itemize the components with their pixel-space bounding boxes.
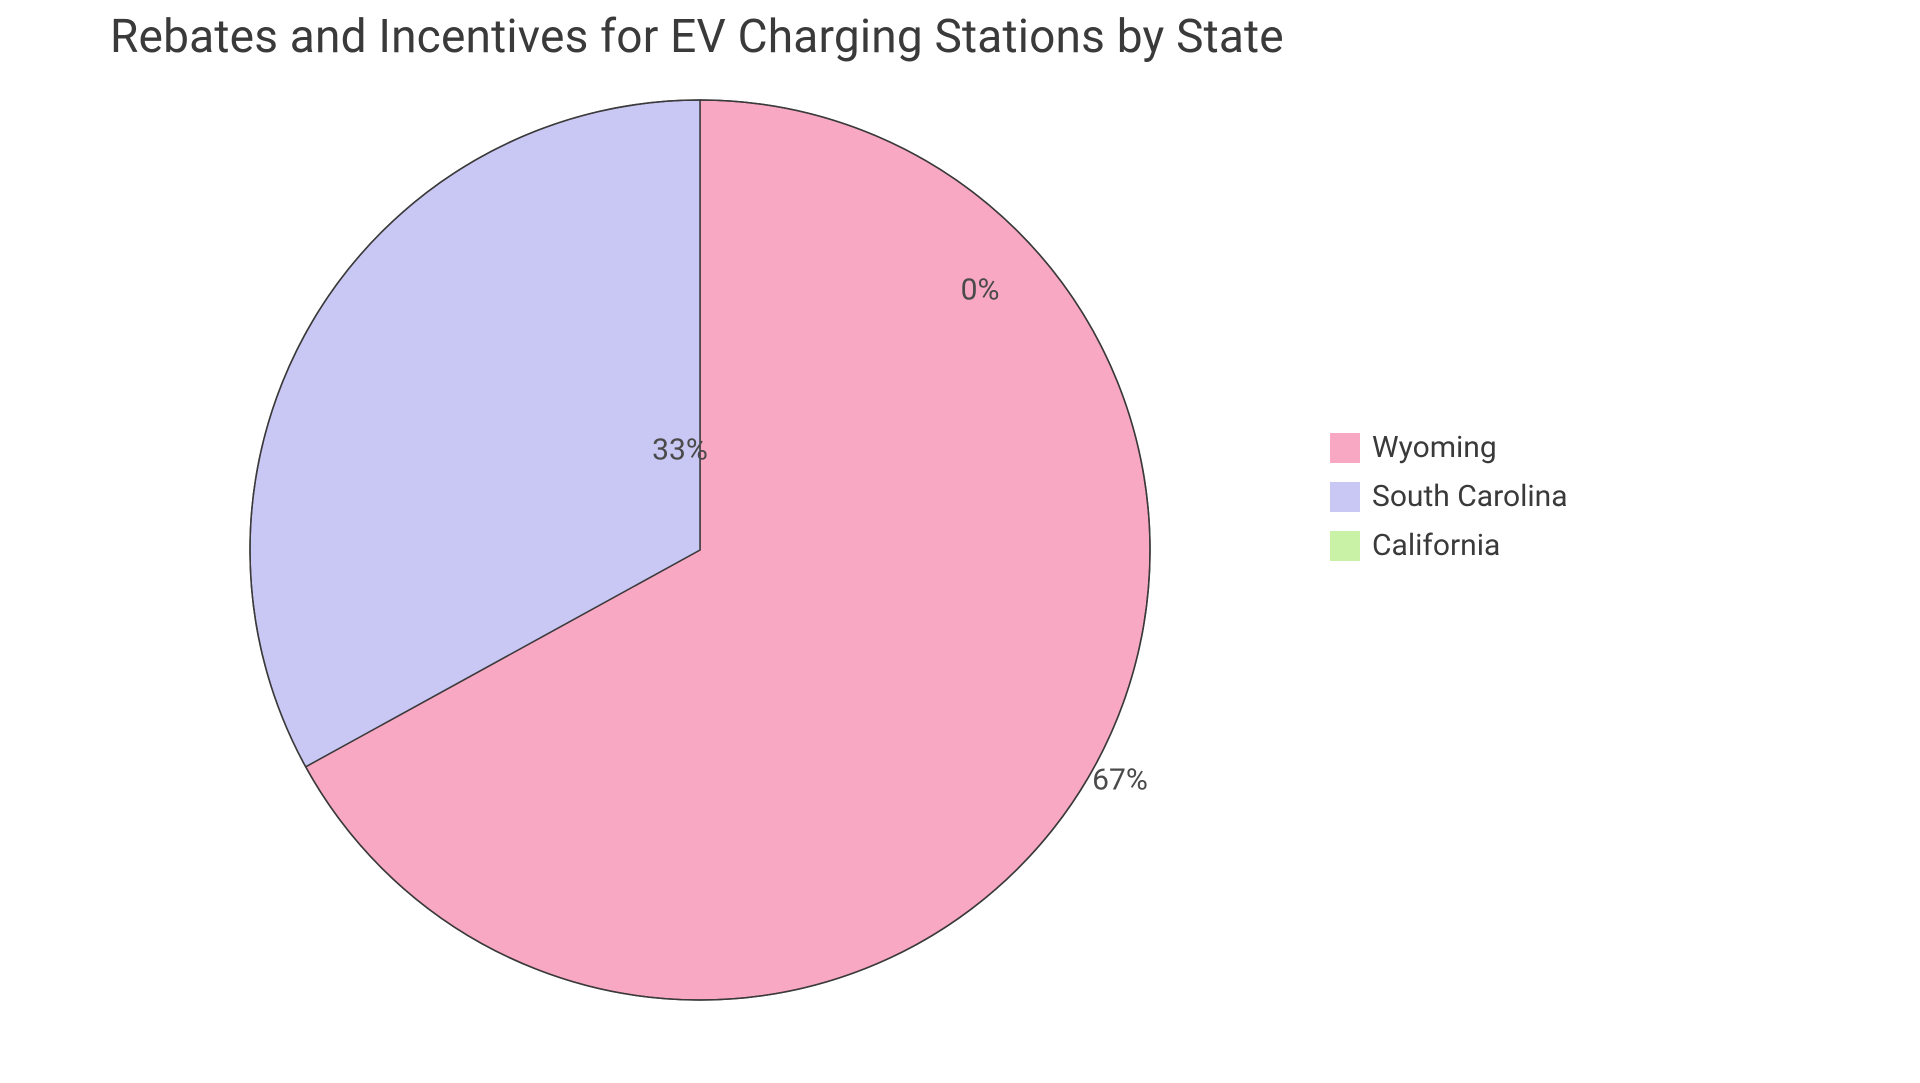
- legend-swatch-california: [1330, 531, 1360, 561]
- legend-swatch-south-carolina: [1330, 482, 1360, 512]
- legend-item-wyoming: Wyoming: [1330, 430, 1568, 465]
- legend-item-california: California: [1330, 528, 1568, 563]
- legend-label-california: California: [1372, 528, 1500, 563]
- pie-svg: [240, 90, 1160, 1010]
- pie-chart: 67% 33% 0%: [240, 90, 1160, 1010]
- legend-label-south-carolina: South Carolina: [1372, 479, 1568, 514]
- legend: Wyoming South Carolina California: [1330, 430, 1568, 563]
- legend-swatch-wyoming: [1330, 433, 1360, 463]
- legend-item-south-carolina: South Carolina: [1330, 479, 1568, 514]
- chart-container: Rebates and Incentives for EV Charging S…: [0, 0, 1920, 1083]
- chart-title: Rebates and Incentives for EV Charging S…: [110, 10, 1284, 64]
- legend-label-wyoming: Wyoming: [1372, 430, 1497, 465]
